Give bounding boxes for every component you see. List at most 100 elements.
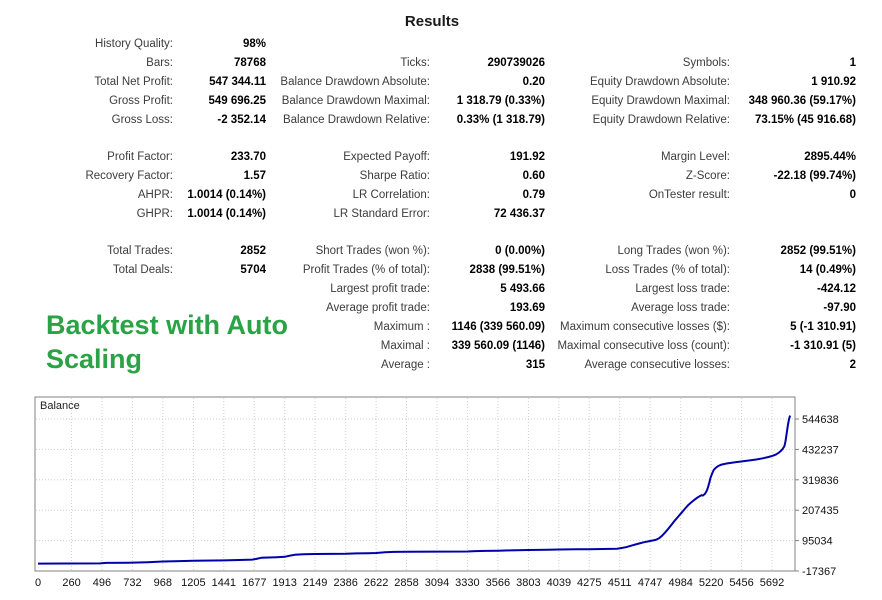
x-tick-label: 496 [93,577,111,589]
stat-value [173,280,266,299]
stat-label: LR Correlation: [352,189,430,201]
stat-label: Loss Trades (% of total): [605,264,730,276]
x-tick-label: 260 [62,577,80,589]
stat-label: Average consecutive losses: [584,359,730,371]
stat-label: Equity Drawdown Relative: [592,114,730,126]
stat-label: Short Trades (won %): [315,245,430,257]
stat-label [545,35,730,54]
stat-value: 348 960.36 (59.17%) [748,95,856,107]
stat-label: History Quality: [95,38,173,50]
watermark-line-2: Scaling [46,344,143,374]
x-tick-label: 5456 [729,577,753,589]
stat-label: Profit Factor: [107,151,173,163]
stat-value: 0.60 [522,170,545,182]
stat-value: 0.20 [522,76,545,88]
stat-label: AHPR: [137,189,173,201]
stat-label: Gross Loss: [111,114,173,126]
x-tick-label: 1677 [242,577,266,589]
y-tick-label: 432237 [802,444,839,456]
balance-chart: -17367 95034 207435 319836 432237 544638 0 260 4… [34,396,839,589]
balance-line [37,415,792,565]
stat-label: Total Deals: [112,264,173,276]
watermark-text: Backtest with Auto Scaling [46,308,288,376]
stat-value: 233.70 [230,151,266,163]
stat-label: Bars: [146,57,173,69]
stat-label: Equity Drawdown Maximal: [591,95,730,107]
x-tick-label: 3094 [425,577,449,589]
stat-value: 191.92 [509,151,545,163]
stat-value: 0 (0.00%) [495,245,545,257]
stat-label: Maximal : [380,340,430,352]
stats-block-trades: Total Trades: 2852 Short Trades (won %): 0 … [0,242,856,375]
stat-value: 1.57 [243,170,266,182]
y-tick-label: 319836 [802,475,839,487]
stat-value: 2 [849,359,856,371]
stat-label: Largest profit trade: [330,283,430,295]
x-tick-label: 2386 [333,577,357,589]
stat-label [545,205,730,224]
stats-block-summary: History Quality: 98% Bars: 78768 Ticks: 29073… [0,35,856,130]
stat-value: 315 [525,359,545,371]
stat-value: -1 310.91 (5) [790,340,856,352]
stat-value: 78768 [234,57,266,69]
stat-label: Gross Profit: [109,95,173,107]
stat-value: 5 493.66 [500,283,545,295]
x-tick-label: 5220 [699,577,723,589]
stat-value: 5 (-1 310.91) [790,321,856,333]
stat-value: 290739026 [487,57,545,69]
stat-label: Balance Drawdown Relative: [282,114,430,126]
stat-value: 1 [849,57,856,69]
chart-frame [34,396,796,572]
stat-value: -424.12 [816,283,856,295]
stat-value [430,35,545,54]
stat-label: Total Net Profit: [94,76,173,88]
stat-value: 547 344.11 [209,76,266,88]
x-tick-label: 1205 [181,577,205,589]
stat-value [730,205,856,224]
stat-value: 549 696.25 [208,95,266,107]
x-tick-label: 4039 [547,577,571,589]
y-tick-label: -17367 [802,566,836,578]
x-tick-label: 968 [154,577,172,589]
stat-label: Symbols: [682,57,730,69]
stat-value: 193.69 [509,302,545,314]
stat-value: 1 318.79 (0.33%) [456,95,545,107]
stat-label: Average loss trade: [631,302,730,314]
x-tick-label: 4984 [668,577,692,589]
stat-value [730,35,856,54]
stat-value: 72 436.37 [493,208,545,220]
stat-value: 2852 [240,245,266,257]
stat-label: Total Trades: [107,245,173,257]
y-tick-label: 95034 [802,536,833,548]
x-tick-label: 4275 [577,577,601,589]
stat-label: Equity Drawdown Absolute: [590,76,730,88]
stat-value: 14 (0.49%) [799,264,856,276]
x-tick-label: 2149 [303,577,327,589]
stat-value: 1 910.92 [811,76,856,88]
stat-value: 1146 (339 560.09) [451,321,545,333]
stats-block-ratios: Profit Factor: 233.70 Expected Payoff: 191.… [0,148,856,224]
stat-label: Margin Level: [660,151,730,163]
stat-label: Long Trades (won %): [617,245,730,257]
x-tick-label: 2622 [364,577,388,589]
stat-value: -97.90 [823,302,856,314]
stat-label: Sharpe Ratio: [359,170,430,182]
stat-label [266,35,430,54]
stat-label: Ticks: [400,57,430,69]
stat-value: 0.79 [522,189,545,201]
stat-label: GHPR: [136,208,173,220]
stat-label: Maximum : [373,321,430,333]
x-tick-label: 4511 [608,577,632,589]
y-tick-label: 207435 [802,505,839,517]
stat-label: Maximum consecutive losses ($): [560,321,730,333]
legend-balance-label: Balance [40,400,80,412]
stat-label: Average : [380,359,430,371]
x-tick-label: 1441 [212,577,236,589]
x-tick-label: 1913 [272,577,296,589]
x-tick-label: 3330 [455,577,479,589]
stat-label: LR Standard Error: [333,208,430,220]
stat-value: 2838 (99.51%) [469,264,545,276]
stat-label: Balance Drawdown Absolute: [280,76,430,88]
stat-value: -22.18 (99.74%) [773,170,856,182]
x-tick-label: 3803 [516,577,540,589]
